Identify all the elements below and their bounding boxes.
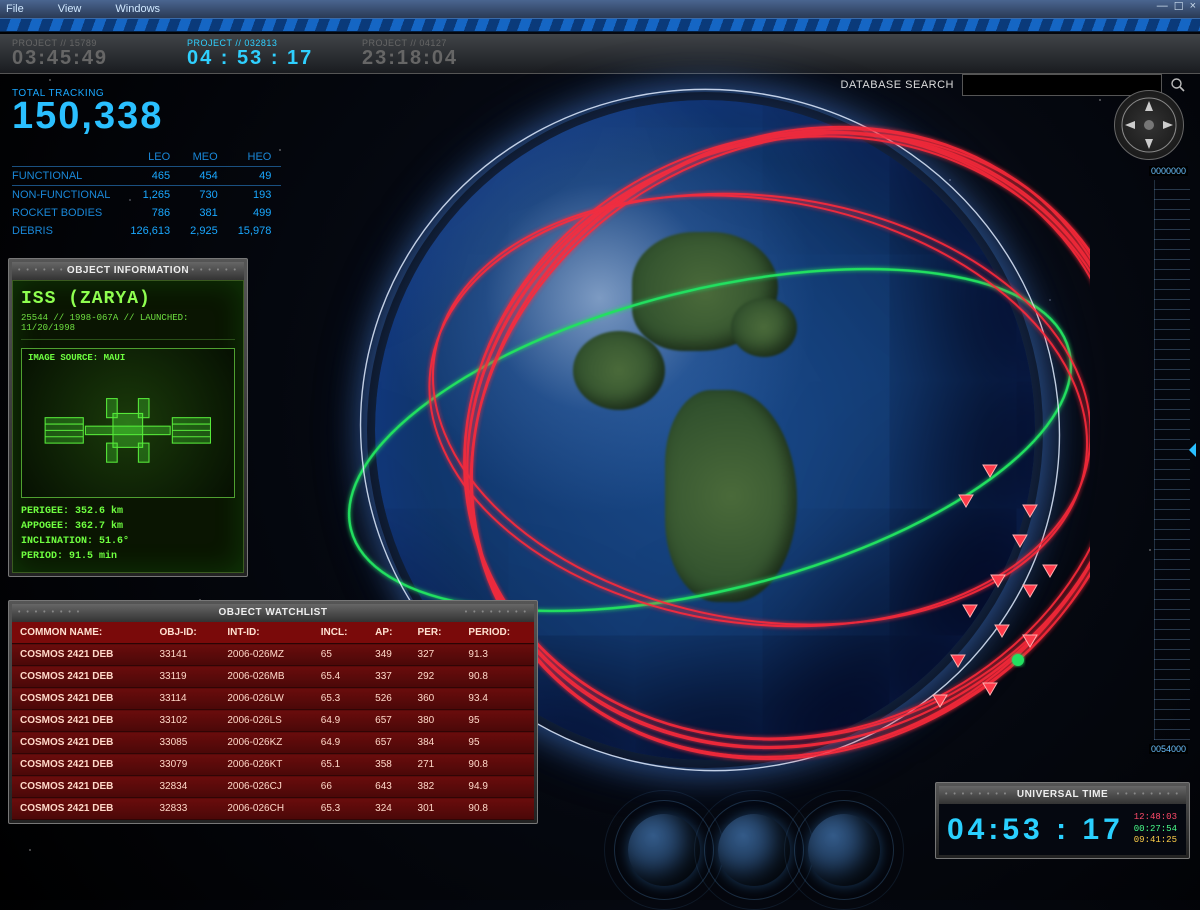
project-tab-1[interactable]: PROJECT // 032813 04 : 53 : 17 bbox=[175, 34, 350, 73]
watchlist-row[interactable]: COSMOS 2421 DEB331022006-026LS64.9657380… bbox=[12, 710, 534, 732]
orbit-parameters: PERIGEE: 352.6 kmAPPOGEE: 362.7 kmINCLIN… bbox=[21, 504, 235, 564]
menu-view[interactable]: View bbox=[58, 3, 82, 15]
ruler-top-label: 0000000 bbox=[1149, 166, 1188, 176]
watchlist-row[interactable]: COSMOS 2421 DEB330792006-026KT65.1358271… bbox=[12, 754, 534, 776]
ruler-marker[interactable] bbox=[1182, 443, 1196, 457]
universal-time-clock: 04:53 : 17 bbox=[947, 813, 1124, 847]
iss-icon bbox=[43, 386, 213, 475]
search-icon[interactable] bbox=[1170, 77, 1186, 93]
mini-globe-1[interactable] bbox=[628, 814, 700, 886]
menu-windows[interactable]: Windows bbox=[115, 3, 160, 15]
object-meta: 25544 // 1998-067A // LAUNCHED: 11/20/19… bbox=[21, 313, 235, 340]
universal-time-side: 12:48:03 00:27:54 09:41:25 bbox=[1134, 812, 1177, 847]
tracking-row: NON-FUNCTIONAL1,265730193 bbox=[12, 186, 281, 205]
menu-bar: File View Windows — ☐ × bbox=[0, 0, 1200, 18]
tracking-stats: TOTAL TRACKING 150,338 LEOMEOHEO FUNCTIO… bbox=[12, 88, 281, 240]
scale-ruler[interactable]: 0000000 0054000 bbox=[1154, 180, 1190, 740]
project-tab-0-time: 03:45:49 bbox=[12, 47, 165, 70]
mini-globe-2[interactable] bbox=[718, 814, 790, 886]
window-max-button[interactable]: ☐ bbox=[1174, 0, 1184, 13]
tracking-total: 150,338 bbox=[12, 95, 281, 138]
compass-icon bbox=[1119, 95, 1179, 155]
tracking-table: LEOMEOHEO FUNCTIONAL46545449NON-FUNCTION… bbox=[12, 148, 281, 240]
watchlist-row[interactable]: COSMOS 2421 DEB331142006-026LW65.3526360… bbox=[12, 688, 534, 710]
window-close-button[interactable]: × bbox=[1190, 0, 1196, 13]
object-info-panel: OBJECT INFORMATION ISS (ZARYA) 25544 // … bbox=[8, 258, 248, 577]
watchlist-panel: OBJECT WATCHLIST COMMON NAME:OBJ-ID:INT-… bbox=[8, 600, 538, 824]
tracking-row: ROCKET BODIES786381499 bbox=[12, 204, 281, 222]
universal-time-title: UNIVERSAL TIME bbox=[939, 786, 1186, 804]
watchlist-row[interactable]: COSMOS 2421 DEB328342006-026CJ6664338294… bbox=[12, 776, 534, 798]
tracking-row: FUNCTIONAL46545449 bbox=[12, 167, 281, 186]
ut-side-0: 12:48:03 bbox=[1134, 812, 1177, 824]
watchlist-row[interactable]: COSMOS 2421 DEB328332006-026CH65.3324301… bbox=[12, 798, 534, 820]
project-tab-0[interactable]: PROJECT // 15789 03:45:49 bbox=[0, 34, 175, 73]
image-source-label: IMAGE SOURCE: MAUI bbox=[28, 353, 125, 363]
project-tab-row: PROJECT // 15789 03:45:49 PROJECT // 032… bbox=[0, 34, 1200, 74]
menu-file[interactable]: File bbox=[6, 3, 24, 15]
watchlist-row[interactable]: COSMOS 2421 DEB330852006-026KZ64.9657384… bbox=[12, 732, 534, 754]
watchlist-title: OBJECT WATCHLIST bbox=[12, 604, 534, 622]
ruler-bottom-label: 0054000 bbox=[1149, 744, 1188, 754]
mini-globe-row bbox=[628, 814, 880, 886]
watchlist-row[interactable]: COSMOS 2421 DEB331412006-026MZ6534932791… bbox=[12, 644, 534, 666]
watchlist-table: COMMON NAME:OBJ-ID:INT-ID:INCL:AP:PER:PE… bbox=[12, 622, 534, 820]
title-stripe bbox=[0, 18, 1200, 32]
project-tab-1-time: 04 : 53 : 17 bbox=[187, 47, 340, 70]
tracking-row: DEBRIS126,6132,92515,978 bbox=[12, 222, 281, 240]
window-min-button[interactable]: — bbox=[1157, 0, 1168, 13]
search-input[interactable] bbox=[962, 74, 1162, 96]
object-info-title: OBJECT INFORMATION bbox=[12, 262, 244, 280]
ut-side-2: 09:41:25 bbox=[1134, 835, 1177, 847]
project-tab-2-time: 23:18:04 bbox=[362, 47, 515, 70]
nav-compass[interactable] bbox=[1114, 90, 1184, 160]
universal-time-panel: UNIVERSAL TIME 04:53 : 17 12:48:03 00:27… bbox=[935, 782, 1190, 859]
ut-side-1: 00:27:54 bbox=[1134, 824, 1177, 836]
mini-globe-3[interactable] bbox=[808, 814, 880, 886]
object-image: IMAGE SOURCE: MAUI bbox=[21, 348, 235, 498]
object-name: ISS (ZARYA) bbox=[21, 289, 235, 309]
watchlist-row[interactable]: COSMOS 2421 DEB331192006-026MB65.4337292… bbox=[12, 666, 534, 688]
search-label: DATABASE SEARCH bbox=[841, 79, 954, 91]
project-tab-2[interactable]: PROJECT // 04127 23:18:04 bbox=[350, 34, 525, 73]
